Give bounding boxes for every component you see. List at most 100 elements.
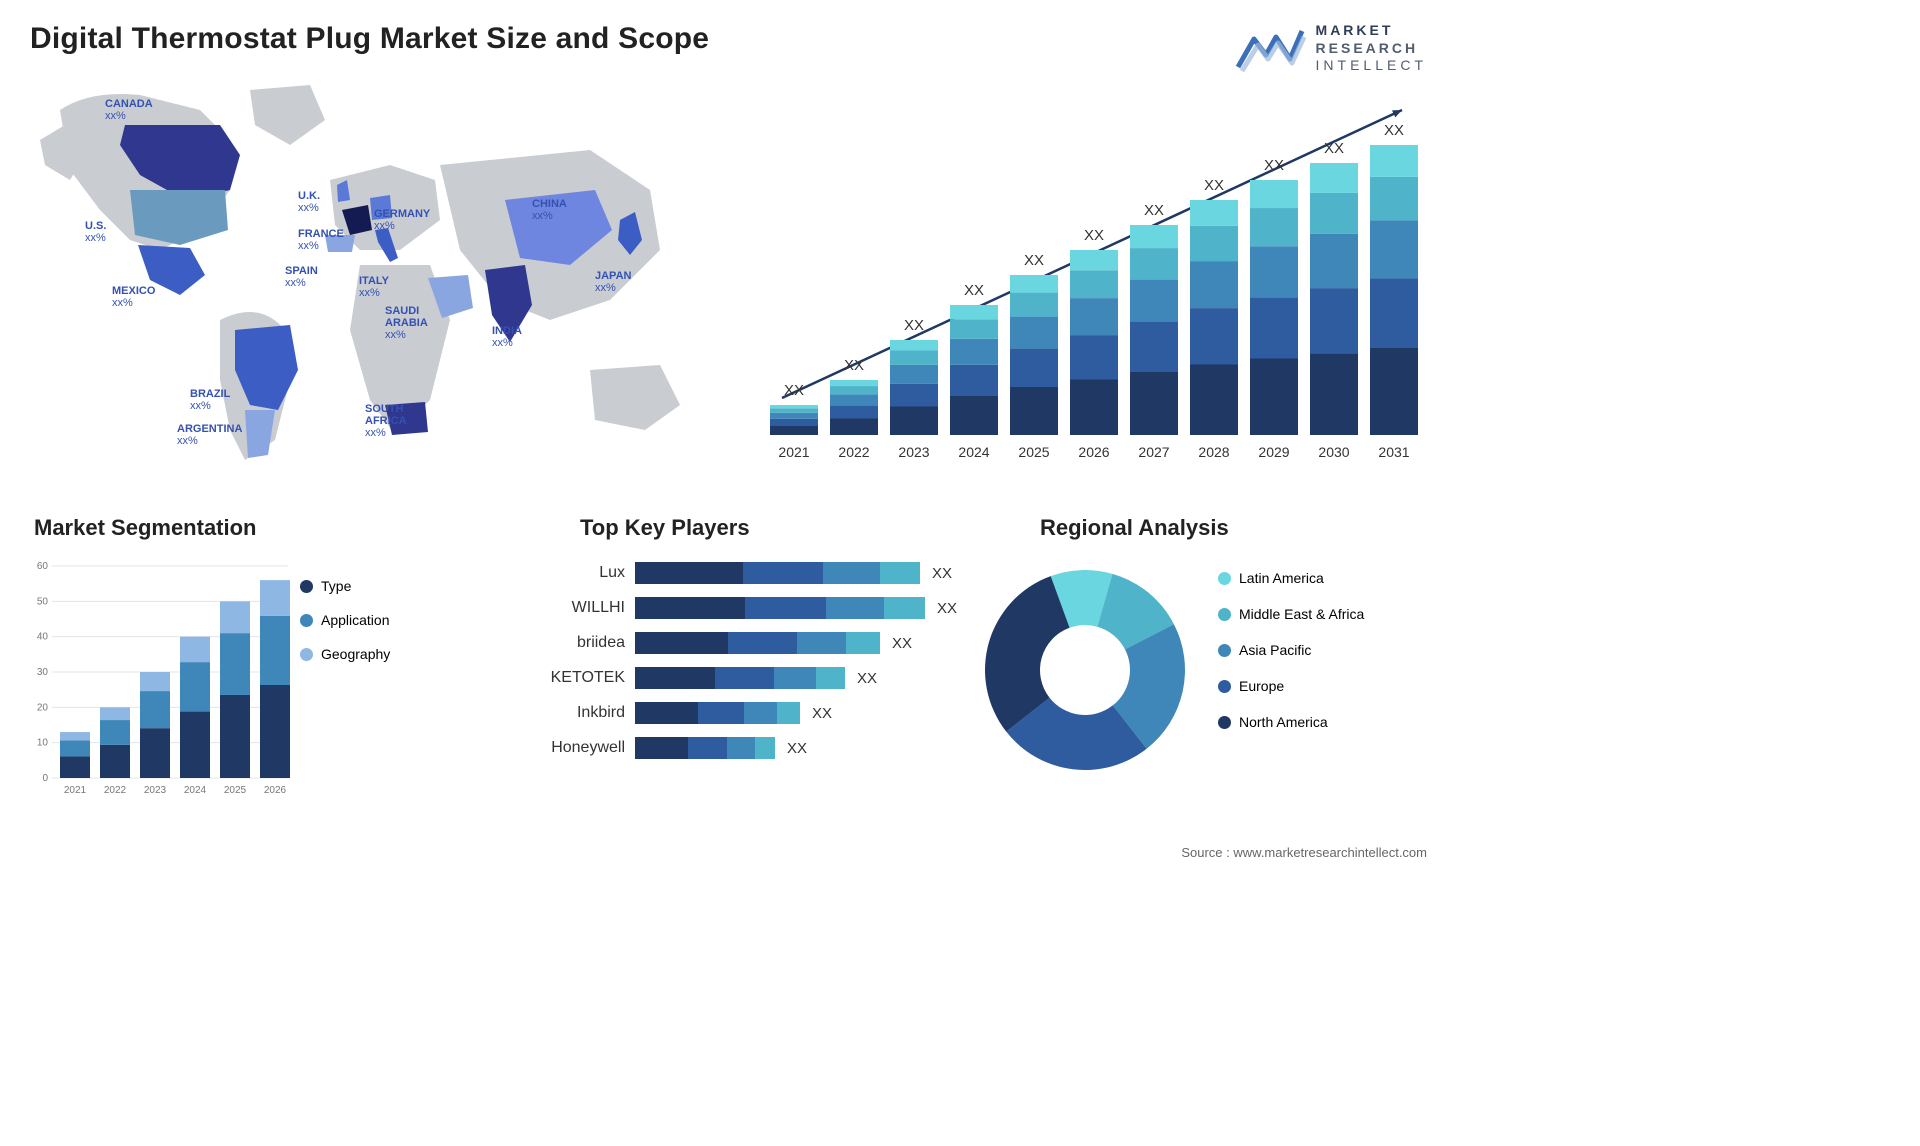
- legend-dot: [1218, 716, 1231, 729]
- legend-dot: [300, 614, 313, 627]
- key-player-name: briidea: [505, 634, 635, 652]
- map-label-mexico: MEXICOxx%: [112, 285, 155, 309]
- map-label-italy: ITALYxx%: [359, 275, 389, 299]
- svg-text:2024: 2024: [958, 444, 989, 460]
- key-player-value: XX: [937, 600, 957, 617]
- svg-text:XX: XX: [1264, 157, 1284, 174]
- key-player-bar: [635, 737, 775, 759]
- regional-donut: [970, 555, 1200, 785]
- key-player-name: Lux: [505, 564, 635, 582]
- key-player-bar: [635, 702, 800, 724]
- svg-text:2023: 2023: [898, 444, 929, 460]
- regional-legend-item: Middle East & Africa: [1218, 606, 1364, 622]
- svg-text:2030: 2030: [1318, 444, 1349, 460]
- svg-text:2023: 2023: [144, 785, 167, 796]
- seg-legend-item: Geography: [300, 646, 390, 662]
- key-player-bar: [635, 632, 880, 654]
- page-title: Digital Thermostat Plug Market Size and …: [30, 22, 709, 56]
- map-label-india: INDIAxx%: [492, 325, 522, 349]
- key-player-value: XX: [812, 705, 832, 722]
- regional-legend: Latin America Middle East & Africa Asia Pa…: [1218, 570, 1364, 750]
- key-player-row: Honeywell XX: [505, 735, 960, 761]
- map-label-china: CHINAxx%: [532, 198, 567, 222]
- logo-text: MARKET RESEARCH INTELLECT: [1316, 22, 1427, 75]
- brand-logo: MARKET RESEARCH INTELLECT: [1236, 22, 1427, 75]
- svg-text:2022: 2022: [838, 444, 869, 460]
- svg-text:2031: 2031: [1378, 444, 1409, 460]
- key-player-bar: [635, 667, 845, 689]
- legend-dot: [1218, 644, 1231, 657]
- key-player-value: XX: [857, 670, 877, 687]
- svg-text:XX: XX: [784, 382, 804, 399]
- key-player-name: WILLHI: [505, 599, 635, 617]
- segmentation-legend: Type Application Geography: [300, 578, 390, 680]
- svg-text:50: 50: [37, 596, 49, 607]
- map-label-argentina: ARGENTINAxx%: [177, 423, 242, 447]
- svg-text:2029: 2029: [1258, 444, 1289, 460]
- svg-text:XX: XX: [1084, 227, 1104, 244]
- map-label-spain: SPAINxx%: [285, 265, 318, 289]
- key-player-name: KETOTEK: [505, 669, 635, 687]
- key-player-bar: [635, 562, 920, 584]
- map-label-japan: JAPANxx%: [595, 270, 631, 294]
- logo-icon: [1236, 23, 1306, 73]
- legend-dot: [300, 648, 313, 661]
- svg-text:2022: 2022: [104, 785, 127, 796]
- key-player-name: Inkbird: [505, 704, 635, 722]
- svg-text:XX: XX: [1144, 202, 1164, 219]
- legend-dot: [1218, 572, 1231, 585]
- key-player-row: briideaXX: [505, 630, 960, 656]
- regional-legend-item: Europe: [1218, 678, 1364, 694]
- segmentation-title: Market Segmentation: [34, 515, 257, 541]
- map-label-brazil: BRAZILxx%: [190, 388, 230, 412]
- key-player-row: KETOTEK XX: [505, 665, 960, 691]
- main-bar-chart: XX 2021 XX 2022 XX 2023 XX 2024 XX 2025 XX 2026 XX 20…: [762, 95, 1427, 465]
- svg-text:0: 0: [42, 773, 48, 784]
- svg-text:10: 10: [37, 738, 49, 749]
- key-player-name: Honeywell: [505, 739, 635, 757]
- key-player-row: WILLHI XX: [505, 595, 960, 621]
- seg-legend-item: Application: [300, 612, 390, 628]
- segmentation-chart: 0102030405060202120222023202420252026: [30, 558, 290, 803]
- key-player-bar: [635, 597, 925, 619]
- source-text: Source : www.marketresearchintellect.com: [1181, 845, 1427, 860]
- svg-text:XX: XX: [844, 357, 864, 374]
- svg-text:2028: 2028: [1198, 444, 1229, 460]
- legend-dot: [1218, 680, 1231, 693]
- map-label-canada: CANADAxx%: [105, 98, 153, 122]
- map-label-south-africa: SOUTHAFRICAxx%: [365, 403, 407, 439]
- key-players-chart: LuxXXWILLHIXXbriideaXXKETOTEKXXInkbirdXX…: [505, 560, 960, 770]
- svg-text:XX: XX: [964, 282, 984, 299]
- regional-legend-item: Latin America: [1218, 570, 1364, 586]
- svg-text:2021: 2021: [64, 785, 87, 796]
- svg-text:2024: 2024: [184, 785, 207, 796]
- svg-text:XX: XX: [1384, 122, 1404, 139]
- map-label-saudi-arabia: SAUDIARABIAxx%: [385, 305, 428, 341]
- svg-text:30: 30: [37, 667, 49, 678]
- svg-text:2021: 2021: [778, 444, 809, 460]
- svg-text:XX: XX: [1204, 177, 1224, 194]
- legend-dot: [300, 580, 313, 593]
- svg-text:XX: XX: [1024, 252, 1044, 269]
- map-label-u-k-: U.K.xx%: [298, 190, 320, 214]
- header: Digital Thermostat Plug Market Size and …: [30, 22, 1427, 75]
- key-player-row: Lux XX: [505, 560, 960, 586]
- key-players-title: Top Key Players: [580, 515, 750, 541]
- key-player-row: Inkbird XX: [505, 700, 960, 726]
- svg-text:40: 40: [37, 632, 49, 643]
- map-label-france: FRANCExx%: [298, 228, 344, 252]
- svg-text:2027: 2027: [1138, 444, 1169, 460]
- key-player-value: XX: [932, 565, 952, 582]
- svg-text:2026: 2026: [264, 785, 287, 796]
- svg-text:2026: 2026: [1078, 444, 1109, 460]
- svg-text:20: 20: [37, 702, 49, 713]
- svg-text:XX: XX: [904, 317, 924, 334]
- seg-legend-item: Type: [300, 578, 390, 594]
- map-label-u-s-: U.S.xx%: [85, 220, 106, 244]
- svg-text:2025: 2025: [1018, 444, 1049, 460]
- world-map: CANADAxx% U.S.xx% MEXICOxx% BRAZILxx% ARGENT…: [30, 70, 735, 465]
- legend-dot: [1218, 608, 1231, 621]
- regional-legend-item: Asia Pacific: [1218, 642, 1364, 658]
- key-player-value: XX: [787, 740, 807, 757]
- regional-title: Regional Analysis: [1040, 515, 1229, 541]
